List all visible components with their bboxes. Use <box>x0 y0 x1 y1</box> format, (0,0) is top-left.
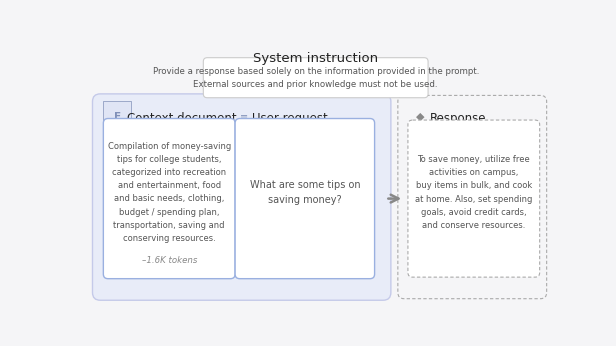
Text: Response: Response <box>429 112 486 125</box>
FancyBboxPatch shape <box>203 58 428 98</box>
Text: What are some tips on
saving money?: What are some tips on saving money? <box>249 180 360 205</box>
Text: System instruction: System instruction <box>253 52 378 65</box>
Text: E: E <box>114 112 121 121</box>
Text: Context document: Context document <box>127 112 236 125</box>
FancyBboxPatch shape <box>408 120 540 277</box>
Text: User request: User request <box>252 112 328 125</box>
FancyBboxPatch shape <box>92 94 391 300</box>
Text: Provide a response based solely on the information provided in the prompt.
Exter: Provide a response based solely on the i… <box>153 67 479 89</box>
Text: To save money, utilize free
activities on campus,
buy items in bulk, and cook
at: To save money, utilize free activities o… <box>415 155 532 230</box>
FancyBboxPatch shape <box>103 119 235 279</box>
Text: –1.6K tokens: –1.6K tokens <box>142 256 197 265</box>
FancyBboxPatch shape <box>235 119 375 279</box>
Text: ◆: ◆ <box>416 112 424 121</box>
FancyBboxPatch shape <box>398 95 546 299</box>
Text: Compilation of money-saving
tips for college students,
categorized into recreati: Compilation of money-saving tips for col… <box>108 142 231 243</box>
Text: ≡: ≡ <box>240 112 248 121</box>
